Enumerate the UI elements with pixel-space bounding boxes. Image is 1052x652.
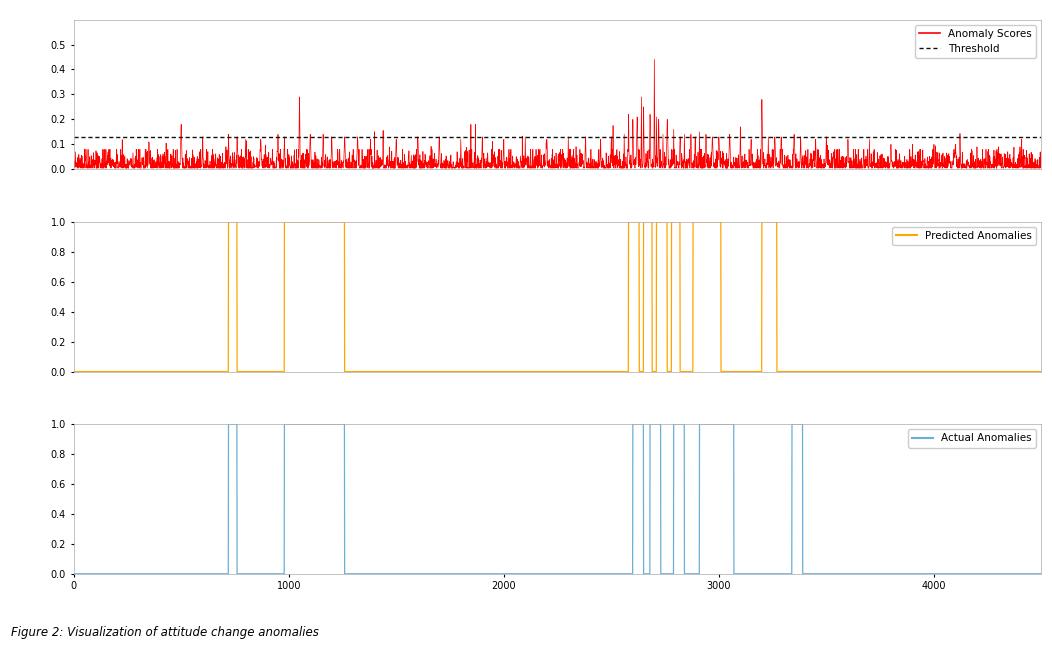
Legend: Predicted Anomalies: Predicted Anomalies: [892, 227, 1036, 245]
Legend: Actual Anomalies: Actual Anomalies: [908, 429, 1036, 447]
Text: Figure 2: Visualization of attitude change anomalies: Figure 2: Visualization of attitude chan…: [11, 626, 319, 639]
Legend: Anomaly Scores, Threshold: Anomaly Scores, Threshold: [915, 25, 1036, 58]
